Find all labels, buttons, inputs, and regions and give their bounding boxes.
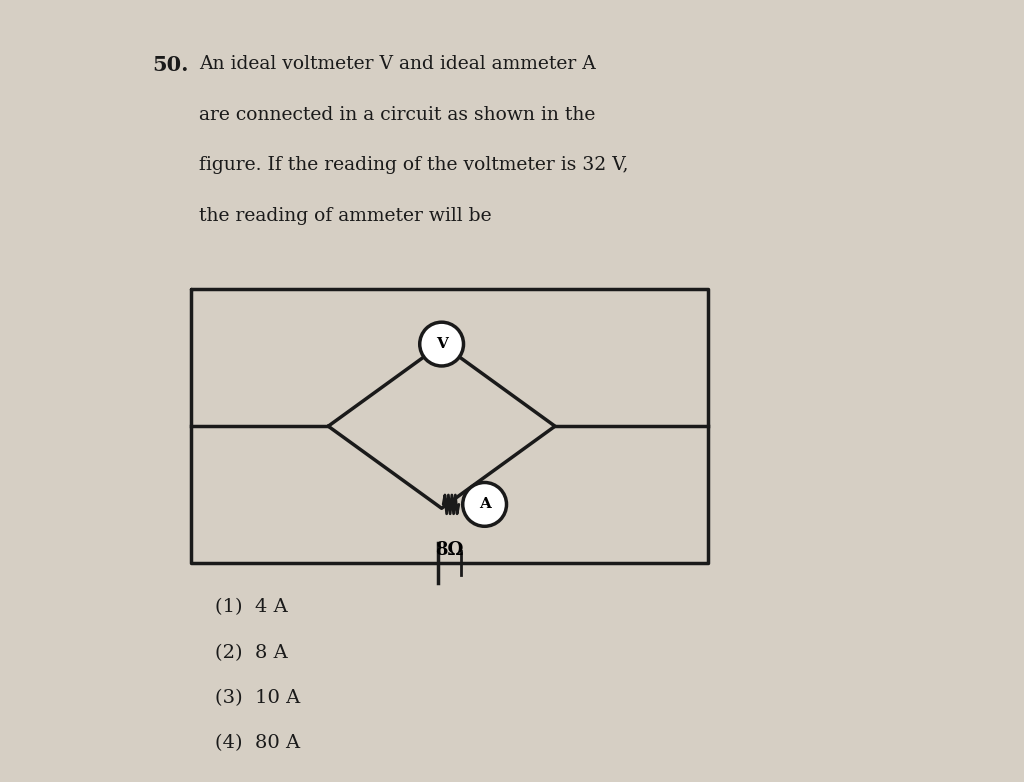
Text: An ideal voltmeter V and ideal ammeter A: An ideal voltmeter V and ideal ammeter A [200,55,596,73]
Text: figure. If the reading of the voltmeter is 32 V,: figure. If the reading of the voltmeter … [200,156,629,174]
Text: V: V [435,337,447,351]
Text: the reading of ammeter will be: the reading of ammeter will be [200,207,492,225]
Text: (1)  4 A: (1) 4 A [215,598,288,616]
Circle shape [463,482,507,526]
Text: 8Ω: 8Ω [435,541,464,559]
Text: (3)  10 A: (3) 10 A [215,689,300,707]
Text: (2)  8 A: (2) 8 A [215,644,288,662]
Text: 50.: 50. [153,55,188,75]
Circle shape [420,322,464,366]
Text: (4)  80 A: (4) 80 A [215,734,300,752]
Text: A: A [478,497,490,511]
Text: are connected in a circuit as shown in the: are connected in a circuit as shown in t… [200,106,596,124]
